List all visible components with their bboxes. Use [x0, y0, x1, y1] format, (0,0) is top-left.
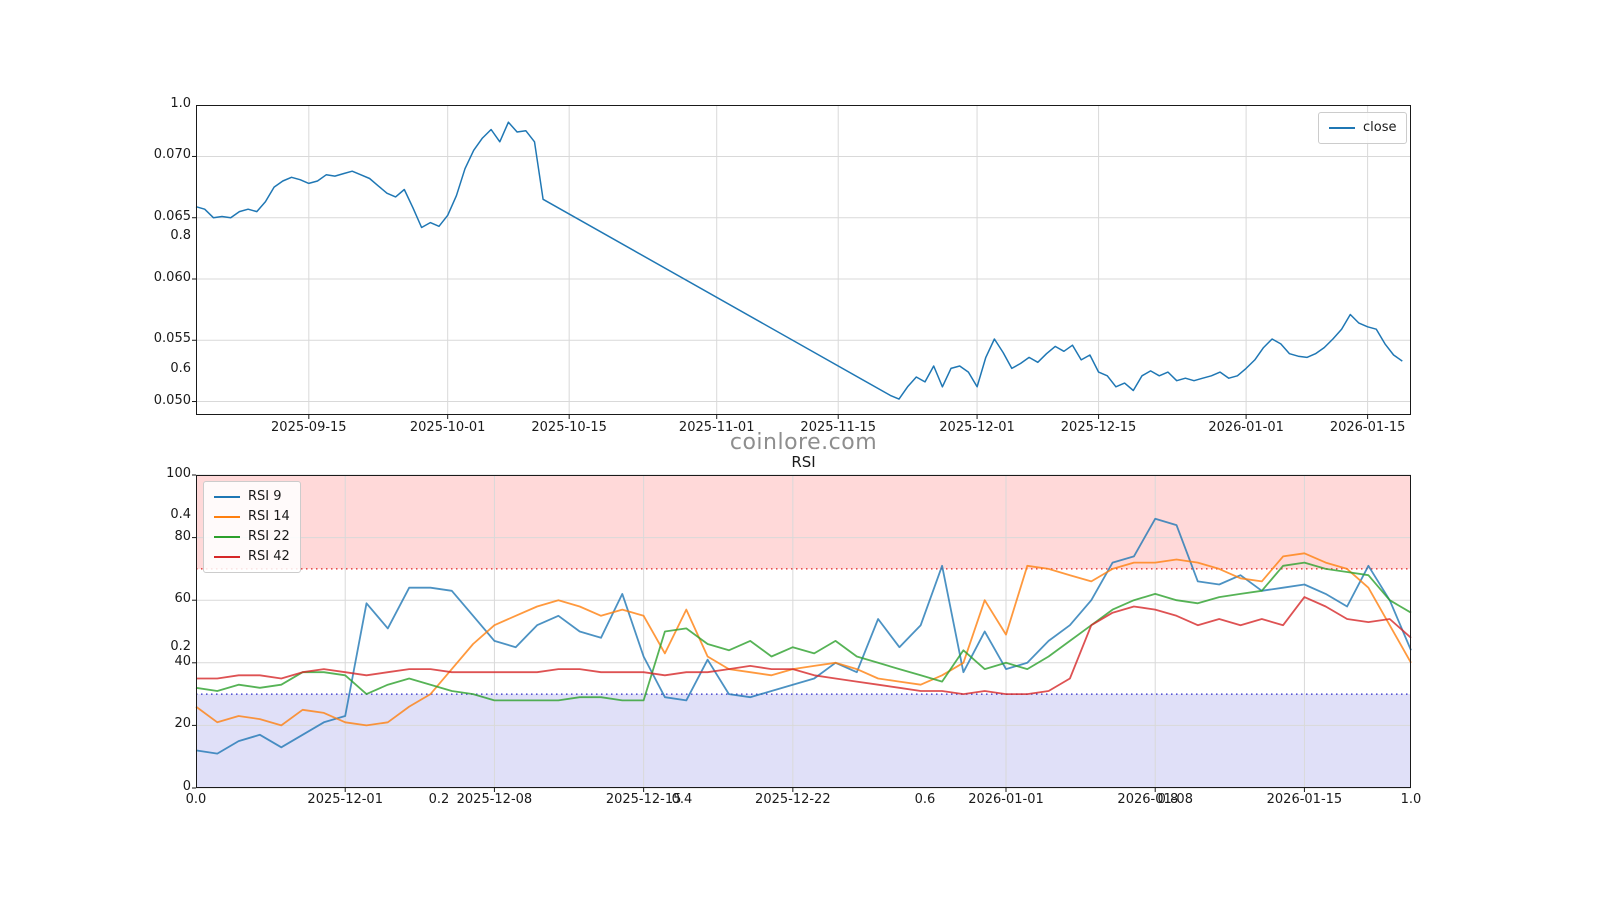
price-y-tick-label: 0.055: [153, 331, 191, 347]
close-line-swatch: [1329, 127, 1355, 129]
rsi42-line-swatch: [214, 556, 240, 558]
rsi-chart-canvas: [192, 474, 1412, 792]
price-overlay-y-tick-label: 1.0: [170, 96, 191, 111]
price-chart-canvas: [192, 105, 1411, 419]
price-y-tick-label: 0.050: [153, 392, 191, 408]
legend-item-rsi42: RSI 42: [214, 547, 290, 567]
legend-label-rsi42: RSI 42: [248, 549, 290, 564]
rsi-y-tick-label: 100: [166, 466, 191, 481]
price-y-tick-label: 0.065: [153, 208, 191, 224]
legend-label-rsi14: RSI 14: [248, 509, 290, 524]
rsi-overlay-x-tick-label: 0.2: [428, 792, 450, 807]
rsi-overlay-x-tick-label: 0.4: [671, 792, 693, 807]
rsi-y-tick-label: 0: [182, 779, 191, 794]
rsi-y-tick-label: 40: [174, 653, 191, 669]
rsi-x-tick-label: 2026-01-08: [1117, 792, 1193, 807]
price-overlay-y-tick-label: 0.8: [170, 228, 191, 244]
legend-label-close: close: [1363, 120, 1397, 135]
rsi-x-tick-label: 2026-01-01: [968, 792, 1044, 807]
rsi-y-tick-label: 80: [174, 528, 191, 544]
legend-item-rsi14: RSI 14: [214, 507, 290, 527]
rsi-chart-title: RSI: [791, 453, 816, 471]
legend-item-rsi22: RSI 22: [214, 527, 290, 547]
rsi-overlay-x-tick-label: 0.8: [1157, 792, 1179, 807]
price-y-tick-label: 0.060: [153, 269, 191, 285]
rsi-x-tick-label: 2025-12-15: [605, 792, 682, 807]
rsi-overlay-x-tick-label: 0.6: [914, 792, 936, 807]
rsi-x-tick-label: 2025-12-01: [307, 792, 383, 807]
rsi-y-tick-label: 60: [174, 591, 191, 607]
rsi-y-tick-label: 20: [174, 716, 191, 732]
rsi9-line-swatch: [214, 496, 240, 498]
rsi-overlay-y-tick-label: 0.2: [170, 639, 191, 655]
rsi-overlay-x-tick-label: 0.0: [185, 792, 207, 807]
price-y-tick-label: 0.070: [153, 147, 191, 163]
rsi14-line-swatch: [214, 516, 240, 518]
rsi-x-tick-label: 2025-12-22: [755, 792, 831, 807]
legend-label-rsi22: RSI 22: [248, 529, 290, 544]
legend-label-rsi9: RSI 9: [248, 489, 282, 504]
rsi-overlay-y-tick-label: 0.4: [170, 507, 191, 522]
rsi-legend: RSI 9 RSI 14 RSI 22 RSI 42: [203, 481, 301, 573]
rsi-x-tick-label: 2025-12-08: [456, 792, 533, 807]
legend-item-rsi9: RSI 9: [214, 487, 290, 507]
rsi-x-tick-label: 2026-01-15: [1266, 792, 1343, 807]
rsi22-line-swatch: [214, 536, 240, 538]
price-legend: close: [1318, 112, 1408, 144]
legend-item-close: close: [1329, 118, 1396, 138]
watermark-text: coinlore.com: [729, 430, 878, 455]
price-overlay-y-tick-label: 0.6: [170, 361, 191, 377]
rsi-overlay-x-tick-label: 1.0: [1400, 792, 1422, 807]
